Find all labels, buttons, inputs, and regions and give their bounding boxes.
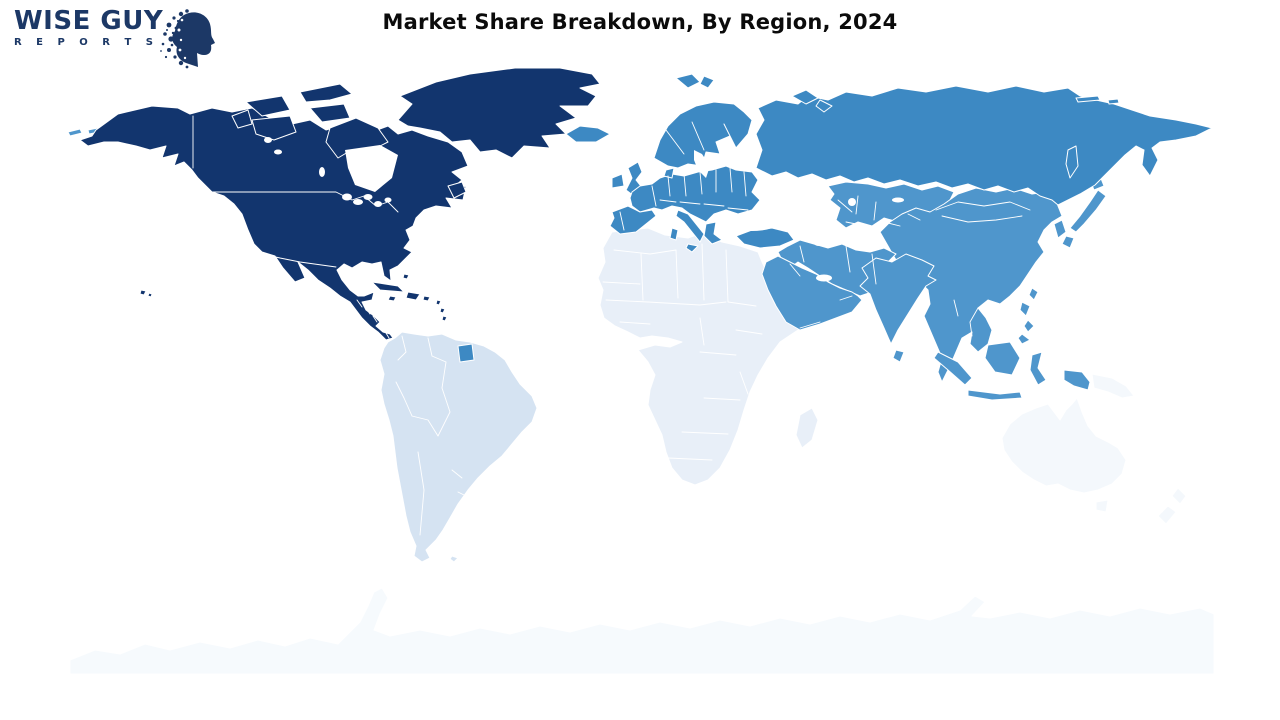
us-canada-border	[211, 191, 399, 213]
south-america-shape	[379, 331, 538, 563]
country-borders	[192, 115, 1031, 536]
us-mexico-border	[253, 251, 337, 268]
hispaniola-shape	[405, 291, 421, 301]
inland-seas	[264, 137, 904, 282]
arabia-shape	[761, 255, 863, 331]
europe-borders	[619, 121, 749, 231]
brand-logo: WISE GUY R E P O R T S	[14, 8, 216, 70]
brand-head-icon	[160, 9, 216, 69]
central-asia-borders	[837, 195, 921, 227]
africa-shape	[597, 227, 811, 486]
region-north-america	[79, 67, 601, 341]
scandinavia-shape	[653, 101, 753, 169]
victoria-island-shape	[251, 115, 297, 141]
tasmania-shape	[1095, 499, 1109, 513]
lake-winnipeg	[319, 167, 325, 177]
greece-shape	[703, 221, 723, 245]
jamaica-shape	[387, 295, 397, 302]
region-oceania	[1001, 373, 1187, 525]
korea-shape	[1053, 219, 1067, 239]
region-antarctica	[69, 587, 1215, 675]
region-south-america	[379, 331, 538, 563]
lesser-antilles-shape	[435, 299, 448, 322]
sardinia-shape	[669, 227, 679, 241]
madagascar-shape	[795, 407, 819, 449]
japan-honshu-shape	[1069, 189, 1107, 233]
hawaii-shape	[139, 289, 153, 298]
russia-shape	[755, 85, 1213, 206]
falkland-islands-shape	[449, 555, 459, 563]
java-shape	[967, 389, 1023, 401]
great-slave-lake	[274, 149, 282, 155]
iberia-shape	[609, 205, 657, 235]
brand-subname: R E P O R T S	[14, 37, 159, 48]
bahamas-shape	[402, 273, 410, 280]
brand-wordmark: WISE GUY R E P O R T S	[14, 8, 163, 48]
philippines-shape-1	[1019, 301, 1031, 317]
mainland-europe-shape	[629, 165, 761, 223]
region-asia-pacific	[67, 127, 1107, 401]
ellesmere-island-shape	[299, 83, 353, 103]
west-papua-shape	[1063, 369, 1091, 391]
taiwan-shape	[1028, 287, 1039, 301]
north-america-mainland-shape	[79, 105, 469, 341]
philippines-shape-2	[1023, 319, 1035, 333]
great-lake-3	[363, 194, 373, 200]
novaya-zemlya-shape	[791, 89, 833, 113]
papua-new-guinea-shape	[1091, 373, 1135, 399]
sakhalin-shape	[1065, 145, 1079, 179]
great-lake-5	[384, 197, 392, 203]
southeast-asia-borders	[953, 299, 979, 337]
caspian-sea	[809, 206, 827, 246]
great-lake-2	[353, 199, 363, 205]
borneo-shape	[984, 341, 1021, 376]
lake-balkhash	[892, 197, 904, 203]
hudson-bay	[345, 145, 398, 192]
greenland-shape	[397, 67, 601, 159]
baltic-sea	[694, 150, 710, 178]
new-zealand-south-shape	[1157, 505, 1177, 525]
philippines-shape-3	[1017, 333, 1031, 345]
black-sea	[726, 215, 778, 231]
region-africa	[597, 227, 819, 486]
aral-sea	[848, 198, 856, 206]
svalbard-shape	[675, 73, 715, 89]
sicily-shape	[685, 243, 699, 253]
new-zealand-north-shape	[1171, 487, 1187, 505]
india-shape	[859, 253, 937, 345]
sri-lanka-shape	[892, 349, 905, 363]
japan-kyushu-shape	[1061, 235, 1075, 249]
middle-east-borders	[789, 245, 877, 329]
central-america-borders	[356, 299, 390, 339]
sumatra-shape	[933, 351, 973, 386]
region-europe	[457, 73, 1213, 363]
italy-shape	[675, 209, 705, 243]
africa-borders	[602, 243, 763, 461]
sulawesi-shape	[1029, 351, 1047, 386]
denmark-shape	[663, 167, 675, 179]
banks-island-shape	[231, 109, 253, 129]
chart-title: Market Share Breakdown, By Region, 2024	[382, 10, 898, 34]
antarctica-shape	[69, 587, 1215, 675]
newfoundland-shape	[447, 181, 467, 199]
great-bear-lake	[264, 137, 272, 143]
arctic-island-shape-1	[245, 95, 291, 117]
iceland-shape	[565, 125, 611, 143]
persian-gulf	[816, 274, 832, 282]
brand-name: WISE GUY	[14, 6, 164, 36]
devon-island-shape	[309, 103, 351, 123]
puerto-rico-shape	[422, 295, 431, 302]
wrangel-island-shape	[1075, 95, 1120, 105]
cuba-shape	[371, 281, 405, 293]
turkey-shape	[735, 227, 795, 249]
ireland-shape	[611, 173, 625, 189]
australia-shape	[1001, 397, 1127, 494]
south-america-borders	[395, 335, 469, 536]
french-guiana-shape	[457, 343, 475, 363]
mongolia-border	[935, 201, 1031, 223]
